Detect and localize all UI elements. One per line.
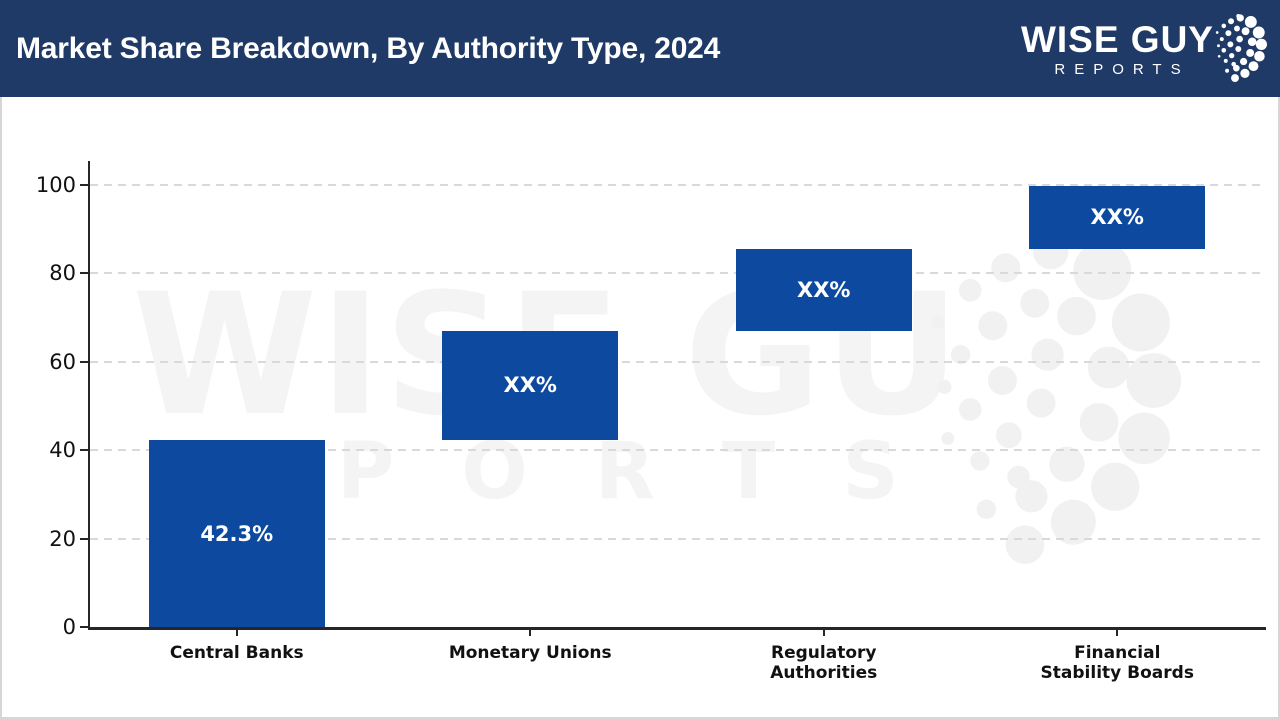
- x-category-line: Financial: [1074, 643, 1161, 663]
- plot: 0 20 40 60 80 100 42.3% Central Banks XX% Monetar…: [2, 97, 1278, 717]
- x-category-label: Financial Stability Boards: [987, 643, 1247, 683]
- x-category-line: Authorities: [770, 663, 878, 683]
- gridline: [90, 360, 1264, 363]
- bar-value-label: XX%: [797, 277, 851, 302]
- y-tick-label: 20: [49, 526, 76, 551]
- x-category-line: Stability Boards: [1040, 663, 1194, 683]
- watermark-text-2: P O R T S: [337, 427, 919, 517]
- y-tick-label: 0: [62, 615, 76, 639]
- brand-subname: REPORTS: [1054, 60, 1190, 78]
- y-tick-mark: [80, 449, 89, 452]
- bar-value-label: XX%: [503, 373, 557, 398]
- x-tick-mark: [822, 628, 825, 636]
- dotted-face-icon: [1215, 14, 1268, 82]
- y-tick-label: 40: [49, 438, 76, 463]
- bar-segment: XX%: [442, 330, 619, 441]
- y-axis: [88, 161, 90, 630]
- bar-value-label: 42.3%: [200, 521, 274, 546]
- y-tick-mark: [80, 360, 89, 363]
- brand-logo: WISE GUY REPORTS: [1021, 8, 1268, 90]
- y-tick-label: 60: [49, 349, 76, 374]
- x-category-line: Regulatory: [771, 643, 877, 663]
- x-category-line: Central Banks: [169, 643, 304, 663]
- x-category-label: Monetary Unions: [400, 643, 660, 663]
- chart-area: WISE GU P O R T S 0 20 40 60 80 100 42.3% Centr…: [0, 97, 1280, 720]
- bar-value-label: XX%: [1090, 205, 1144, 230]
- x-category-line: Monetary Unions: [448, 643, 612, 663]
- x-tick-mark: [235, 628, 238, 636]
- x-axis: [88, 627, 1266, 630]
- brand-logo-text: WISE GUY REPORTS: [1020, 18, 1214, 78]
- x-category-label: Central Banks: [107, 643, 367, 663]
- x-category-label: Regulatory Authorities: [694, 643, 954, 683]
- y-tick-mark: [80, 626, 89, 628]
- gridline: [90, 272, 1264, 275]
- page-title: Market Share Breakdown, By Authority Typ…: [16, 31, 721, 65]
- y-tick-mark: [80, 537, 89, 540]
- y-tick-mark: [80, 184, 89, 186]
- x-tick-mark: [1116, 628, 1119, 636]
- bar-segment: XX%: [735, 249, 912, 331]
- brand-name: WISE GUY: [1020, 18, 1214, 60]
- gridline: [90, 449, 1264, 452]
- bar-segment: XX%: [1029, 185, 1206, 250]
- gridline: [90, 537, 1264, 540]
- y-tick-mark: [80, 272, 89, 275]
- gridline: [90, 184, 1264, 186]
- header: Market Share Breakdown, By Authority Typ…: [0, 0, 1280, 97]
- x-tick-mark: [529, 628, 532, 636]
- bar-segment: 42.3%: [148, 440, 325, 627]
- y-tick-label: 100: [35, 173, 76, 197]
- y-tick-label: 80: [49, 261, 76, 286]
